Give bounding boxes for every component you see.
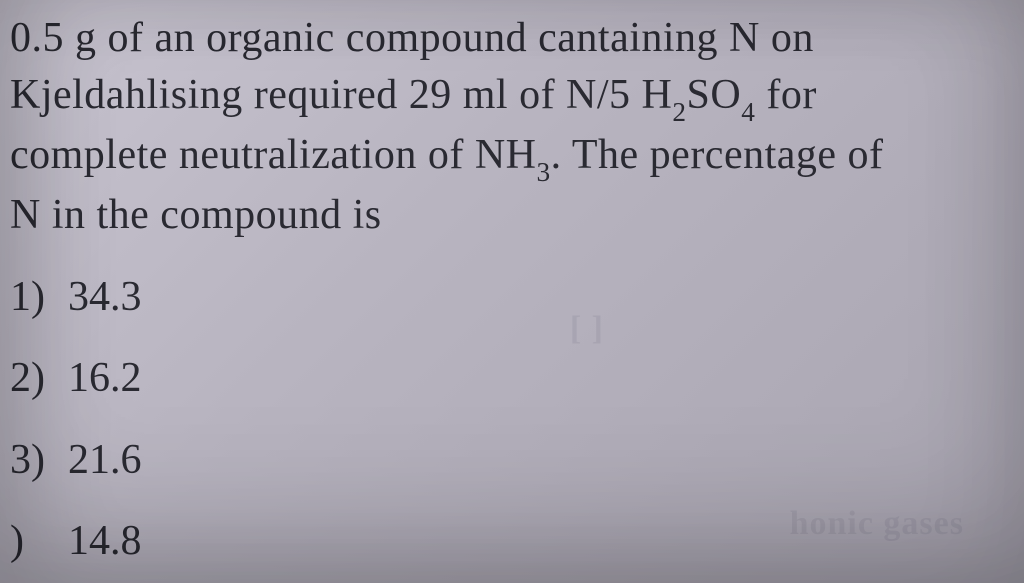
option-row: 2) 16.2 — [10, 343, 1004, 414]
question-block: 0.5 g of an organic compound cantaining … — [0, 0, 1024, 583]
stem-line-4: N in the compound is — [10, 192, 382, 238]
ghost-text: honic gases — [790, 505, 964, 543]
option-number: 2) — [10, 343, 68, 414]
stem-line-3a: complete neutralization of NH — [10, 132, 536, 178]
option-number: ) — [10, 506, 68, 577]
stem-line-2c: for — [755, 72, 816, 118]
option-row: 3) 21.6 — [10, 425, 1004, 496]
stem-line-2b: SO — [687, 72, 742, 118]
subscript-4: 4 — [741, 97, 755, 127]
option-value: 34.3 — [68, 262, 142, 333]
stem-line-2a: Kjeldahlising required 29 ml of N/5 H — [10, 72, 672, 118]
subscript-3: 3 — [536, 157, 550, 187]
question-stem: 0.5 g of an organic compound cantaining … — [10, 10, 1004, 244]
option-number: 1) — [10, 262, 68, 333]
option-row: 1) 34.3 — [10, 262, 1004, 333]
ghost-text: [ ] — [570, 310, 604, 348]
option-value: 14.8 — [68, 506, 142, 577]
option-value: 21.6 — [68, 425, 142, 496]
stem-line-1: 0.5 g of an organic compound cantaining … — [10, 15, 814, 61]
option-number: 3) — [10, 425, 68, 496]
stem-line-3b: . The percentage of — [551, 132, 884, 178]
option-value: 16.2 — [68, 343, 142, 414]
subscript-2: 2 — [672, 97, 686, 127]
